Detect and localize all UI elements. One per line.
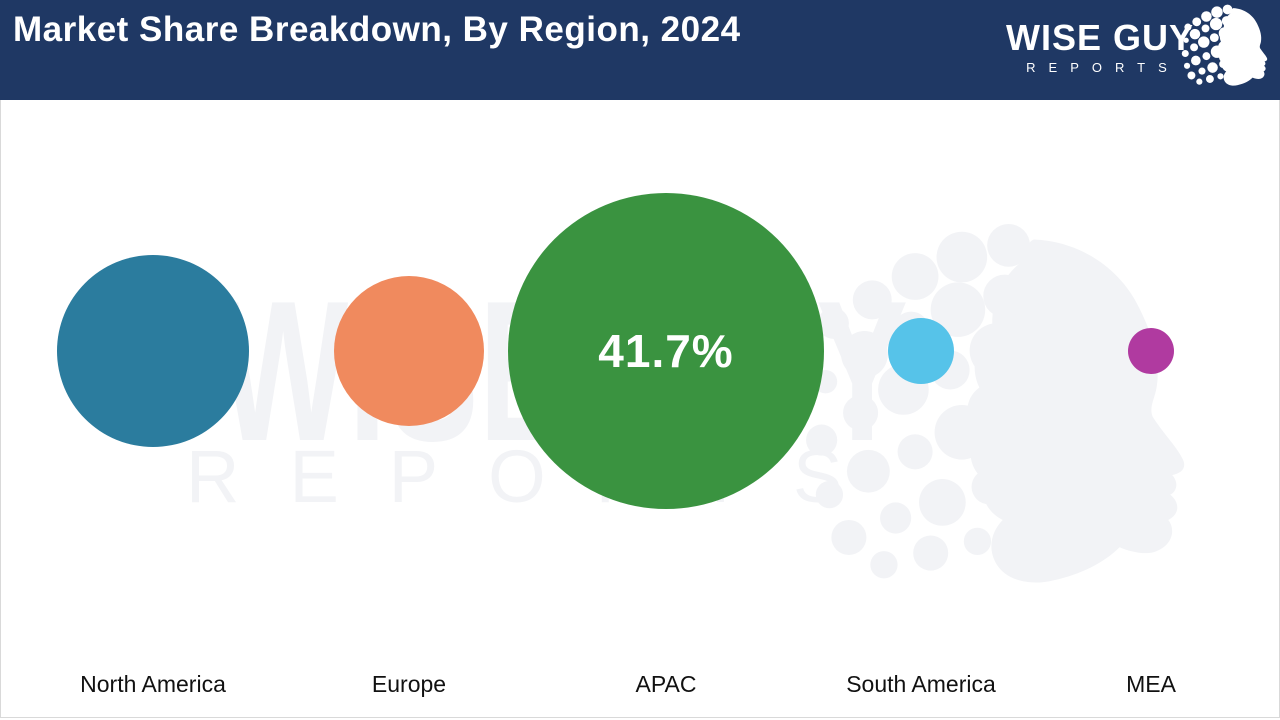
page-title: Market Share Breakdown, By Region, 2024 — [13, 10, 741, 49]
wise-guy-reports-logo: WISE GUY REPORTS — [1006, 4, 1268, 88]
logo-wise-guy-text: WISE GUY — [1005, 17, 1194, 58]
bubble-europe — [334, 276, 484, 426]
logo-text: WISE GUY REPORTS — [1006, 17, 1194, 75]
face-profile-logo-icon — [1180, 4, 1268, 88]
category-label-south-america: South America — [846, 671, 996, 697]
bubble-value-label-apac: 41.7% — [598, 325, 734, 377]
category-label-apac: APAC — [635, 671, 697, 697]
header-bar: Market Share Breakdown, By Region, 2024 … — [0, 0, 1280, 100]
bubble-apac: 41.7% — [508, 193, 824, 509]
logo-reports-text: REPORTS — [1026, 60, 1180, 75]
bubble-north-america — [57, 255, 249, 447]
category-label-mea: MEA — [1126, 671, 1176, 697]
category-label-europe: Europe — [371, 671, 447, 697]
category-label-north-america: North America — [80, 671, 226, 697]
